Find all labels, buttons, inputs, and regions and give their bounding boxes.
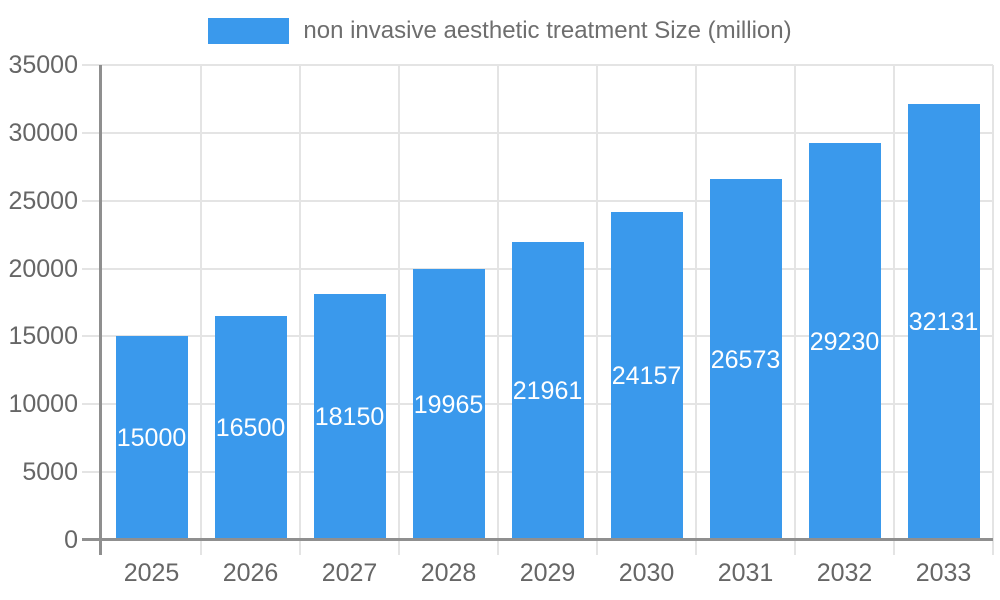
x-tick-label: 2027 bbox=[321, 559, 378, 587]
y-tick-label: 5000 bbox=[22, 458, 78, 487]
x-gridline bbox=[497, 65, 499, 555]
bar bbox=[907, 104, 980, 540]
bar bbox=[214, 316, 287, 540]
x-axis-line bbox=[82, 538, 993, 541]
y-tick-label: 30000 bbox=[8, 118, 78, 147]
y-gridline bbox=[82, 199, 993, 202]
y-gridline bbox=[82, 131, 993, 134]
y-axis-line bbox=[99, 65, 102, 555]
x-tick-label: 2028 bbox=[420, 559, 477, 587]
x-gridline bbox=[398, 65, 400, 555]
bar-value-label: 21961 bbox=[512, 377, 583, 405]
y-tick-label: 35000 bbox=[8, 51, 78, 79]
bar-value-label: 32131 bbox=[908, 308, 979, 336]
y-tick-label: 20000 bbox=[8, 254, 78, 283]
bar-value-label: 29230 bbox=[809, 327, 880, 356]
x-tick-label: 2031 bbox=[717, 559, 774, 587]
x-tick-label: 2025 bbox=[123, 559, 180, 587]
x-gridline bbox=[893, 65, 895, 555]
y-tick-label: 25000 bbox=[8, 186, 78, 215]
y-tick-label: 15000 bbox=[8, 322, 78, 351]
bar bbox=[808, 143, 881, 540]
y-gridline bbox=[82, 64, 993, 66]
x-gridline bbox=[200, 65, 202, 555]
x-gridline bbox=[596, 65, 598, 555]
x-tick-label: 2026 bbox=[222, 559, 279, 587]
bar bbox=[115, 336, 188, 540]
bar-value-label: 24157 bbox=[611, 362, 682, 390]
x-tick-label: 2029 bbox=[519, 559, 576, 587]
bar bbox=[610, 212, 683, 540]
bar-value-label: 18150 bbox=[314, 403, 385, 431]
legend-swatch bbox=[208, 18, 290, 44]
x-tick-label: 2032 bbox=[816, 559, 873, 587]
bar-value-label: 15000 bbox=[116, 424, 187, 452]
x-gridline bbox=[695, 65, 697, 555]
bar bbox=[511, 242, 584, 540]
bar-value-label: 16500 bbox=[215, 414, 286, 442]
x-gridline bbox=[299, 65, 301, 555]
y-tick-label: 10000 bbox=[8, 390, 78, 419]
x-tick-label: 2033 bbox=[915, 559, 972, 587]
bar-value-label: 19965 bbox=[413, 390, 484, 419]
x-tick-label: 2030 bbox=[618, 559, 675, 587]
y-tick-label: 0 bbox=[64, 526, 78, 554]
x-gridline bbox=[794, 65, 796, 555]
bar bbox=[412, 269, 485, 540]
x-gridline bbox=[992, 65, 994, 555]
chart-legend: non invasive aesthetic treatment Size (m… bbox=[0, 17, 1000, 45]
bar bbox=[313, 294, 386, 540]
bar-value-label: 26573 bbox=[710, 345, 781, 374]
legend-label: non invasive aesthetic treatment Size (m… bbox=[303, 17, 792, 44]
bar bbox=[709, 179, 782, 540]
